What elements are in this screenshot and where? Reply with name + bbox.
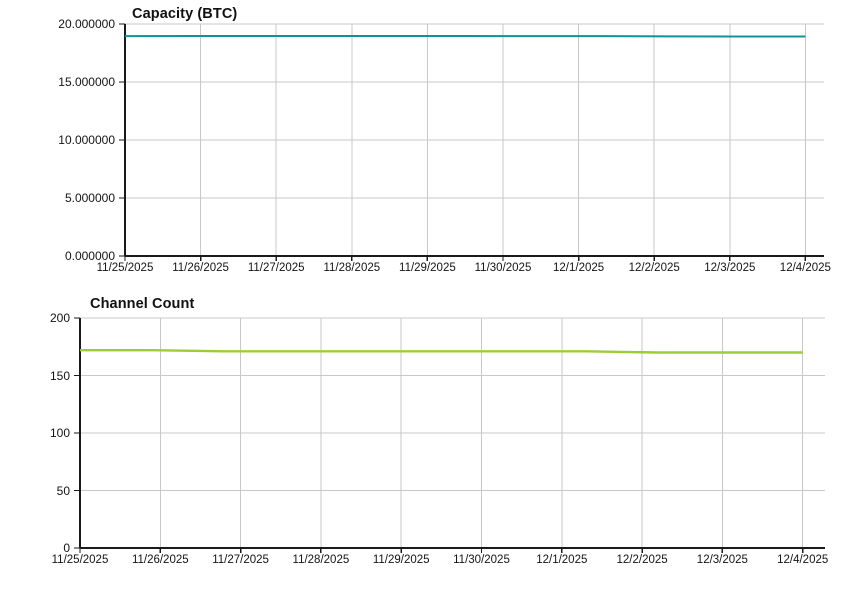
channel-count-x-tick-label: 12/3/2025 [696, 554, 748, 566]
capacity-y-tick-label: 15.000000 [58, 75, 115, 89]
capacity-chart-panel: Capacity (BTC) 0.000000 5.000000 10.000000… [0, 0, 860, 290]
capacity-x-tick-label: 12/4/2025 [779, 262, 831, 274]
channel-count-y-tick-label: 0 [63, 541, 70, 555]
capacity-x-tick-label: 11/27/2025 [247, 262, 305, 274]
capacity-x-tick-label: 11/25/2025 [96, 262, 154, 274]
capacity-plot-area [119, 23, 824, 261]
channel-count-plot-area [74, 317, 825, 553]
capacity-x-tick-label: 12/1/2025 [553, 262, 605, 274]
channel-count-y-tick-label: 200 [49, 311, 70, 325]
capacity-x-tick-label: 11/26/2025 [172, 262, 229, 274]
capacity-chart-title: Capacity (BTC) [132, 6, 238, 22]
capacity-x-tick-label: 12/2/2025 [628, 262, 680, 274]
capacity-x-tick-label: 11/29/2025 [399, 262, 456, 274]
channel-count-x-tick-label: 12/4/2025 [777, 554, 829, 566]
capacity-y-tick-label: 10.000000 [58, 133, 115, 147]
capacity-y-tick-label: 20.000000 [58, 17, 115, 31]
channel-count-x-tick-label: 11/27/2025 [212, 554, 269, 566]
channel-count-x-tick-label: 11/28/2025 [292, 554, 350, 566]
channel-count-x-tick-label: 11/26/2025 [131, 554, 189, 566]
channel-count-chart-title: Channel Count [90, 296, 195, 312]
channel-count-y-tick-label: 150 [49, 368, 70, 383]
channel-count-y-tick-label: 50 [56, 483, 70, 498]
channel-count-x-tick-label: 11/25/2025 [51, 554, 109, 566]
channel-count-x-tick-label: 11/29/2025 [372, 554, 430, 566]
capacity-y-tick-label: 0.000000 [64, 249, 115, 263]
capacity-x-tick-label: 11/30/2025 [474, 262, 532, 274]
capacity-x-tick-label: 11/28/2025 [323, 262, 381, 274]
capacity-x-tick-label: 12/3/2025 [704, 262, 756, 274]
capacity-y-tick-label: 5.000000 [64, 191, 115, 205]
channel-count-x-tick-label: 11/30/2025 [453, 554, 510, 566]
channel-count-chart-panel: Channel Count 0 50 100 150 200 11/25/2025 11/2… [0, 290, 860, 600]
channel-count-y-tick-label: 100 [49, 426, 70, 440]
channel-count-x-tick-label: 12/2/2025 [616, 554, 668, 566]
channel-count-x-tick-label: 12/1/2025 [536, 554, 588, 566]
